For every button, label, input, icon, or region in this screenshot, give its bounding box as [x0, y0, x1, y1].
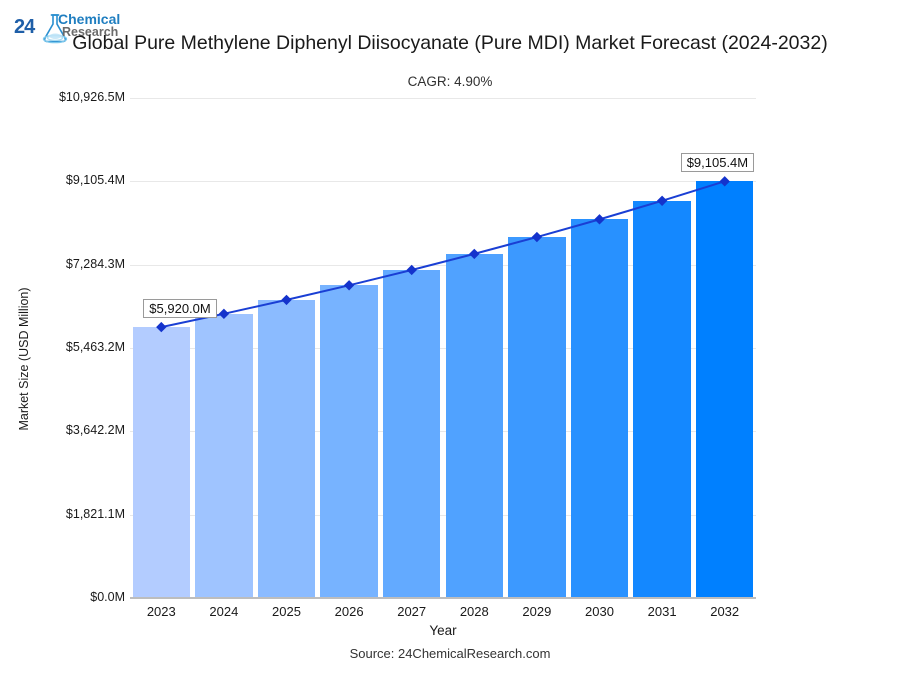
data-label: $5,920.0M [143, 299, 217, 319]
bar[interactable] [320, 285, 378, 598]
data-label: $9,105.4M [680, 153, 755, 173]
bar[interactable] [695, 181, 754, 598]
gridline [130, 431, 756, 433]
data-point-marker[interactable] [406, 264, 417, 276]
y-axis-tick-labels: $0.0M $1,821.1M $3,642.2M $5,463.2M $7,284.3… [0, 90, 900, 604]
y-axis-tick-label: $5,463.2M [65, 340, 125, 354]
bar[interactable] [508, 237, 566, 598]
x-axis-tick-label: 2032 [710, 604, 740, 619]
chart-plot-area [130, 98, 756, 599]
bar[interactable] [633, 200, 691, 598]
bar-series [130, 98, 756, 598]
x-axis-line [130, 597, 756, 598]
data-point-marker[interactable] [656, 195, 668, 206]
x-axis-tick-label: 2031 [647, 604, 677, 619]
x-axis-tick-label: 2027 [397, 604, 427, 619]
data-point-marker[interactable] [719, 176, 730, 187]
logo-brand-primary: Chemical [58, 11, 121, 27]
x-axis-tick-label: 2026 [334, 604, 364, 619]
gridline [130, 598, 756, 599]
chart-title: Global Pure Methylene Diphenyl Diisocyan… [72, 32, 828, 54]
bar[interactable] [445, 253, 504, 598]
gridline [130, 98, 756, 99]
logo-number: 24 [14, 16, 35, 38]
gridline [130, 181, 756, 183]
data-point-marker[interactable] [469, 248, 480, 260]
x-axis-tick-label: 2025 [272, 604, 301, 619]
bar[interactable] [195, 313, 253, 598]
y-axis-tick-label: $10,926.5M [58, 90, 125, 104]
gridline [130, 348, 756, 349]
data-point-marker[interactable] [531, 231, 543, 243]
x-axis-tick-label: 2024 [209, 604, 239, 619]
x-axis-title: Year [429, 623, 457, 638]
brand-logo: 24 Chemical Research [14, 10, 124, 46]
data-point-marker[interactable] [343, 280, 355, 291]
gridline [130, 514, 756, 516]
gridline [130, 264, 756, 266]
y-axis-tick-label: $0.0M [90, 590, 125, 604]
data-point-marker[interactable] [281, 294, 292, 306]
bar[interactable] [257, 299, 316, 598]
flask-icon [38, 12, 72, 46]
logo-brand-secondary: Research [62, 25, 119, 39]
trend-line [161, 180, 725, 329]
y-axis-tick-label: $9,105.4M [65, 173, 125, 188]
source-caption: Source: 24ChemicalResearch.com [349, 646, 551, 661]
x-axis-tick-label: 2030 [585, 604, 614, 619]
x-axis-tick-label: 2029 [522, 604, 552, 619]
chart-subtitle-cagr: CAGR: 4.90% [407, 74, 493, 89]
y-axis-tick-label: $7,284.3M [65, 256, 125, 271]
y-axis-tick-label: $1,821.1M [65, 506, 125, 521]
bar[interactable] [132, 327, 191, 598]
x-axis-tick-label: 2028 [459, 604, 489, 619]
y-axis-tick-label: $3,642.2M [65, 423, 125, 438]
trend-line-series [156, 176, 730, 333]
bar[interactable] [382, 269, 441, 598]
data-point-marker[interactable] [218, 308, 230, 320]
data-point-marker[interactable] [156, 321, 167, 333]
data-point-marker[interactable] [594, 214, 605, 225]
bar[interactable] [570, 219, 629, 598]
x-axis-tick-label: 2023 [146, 604, 176, 619]
